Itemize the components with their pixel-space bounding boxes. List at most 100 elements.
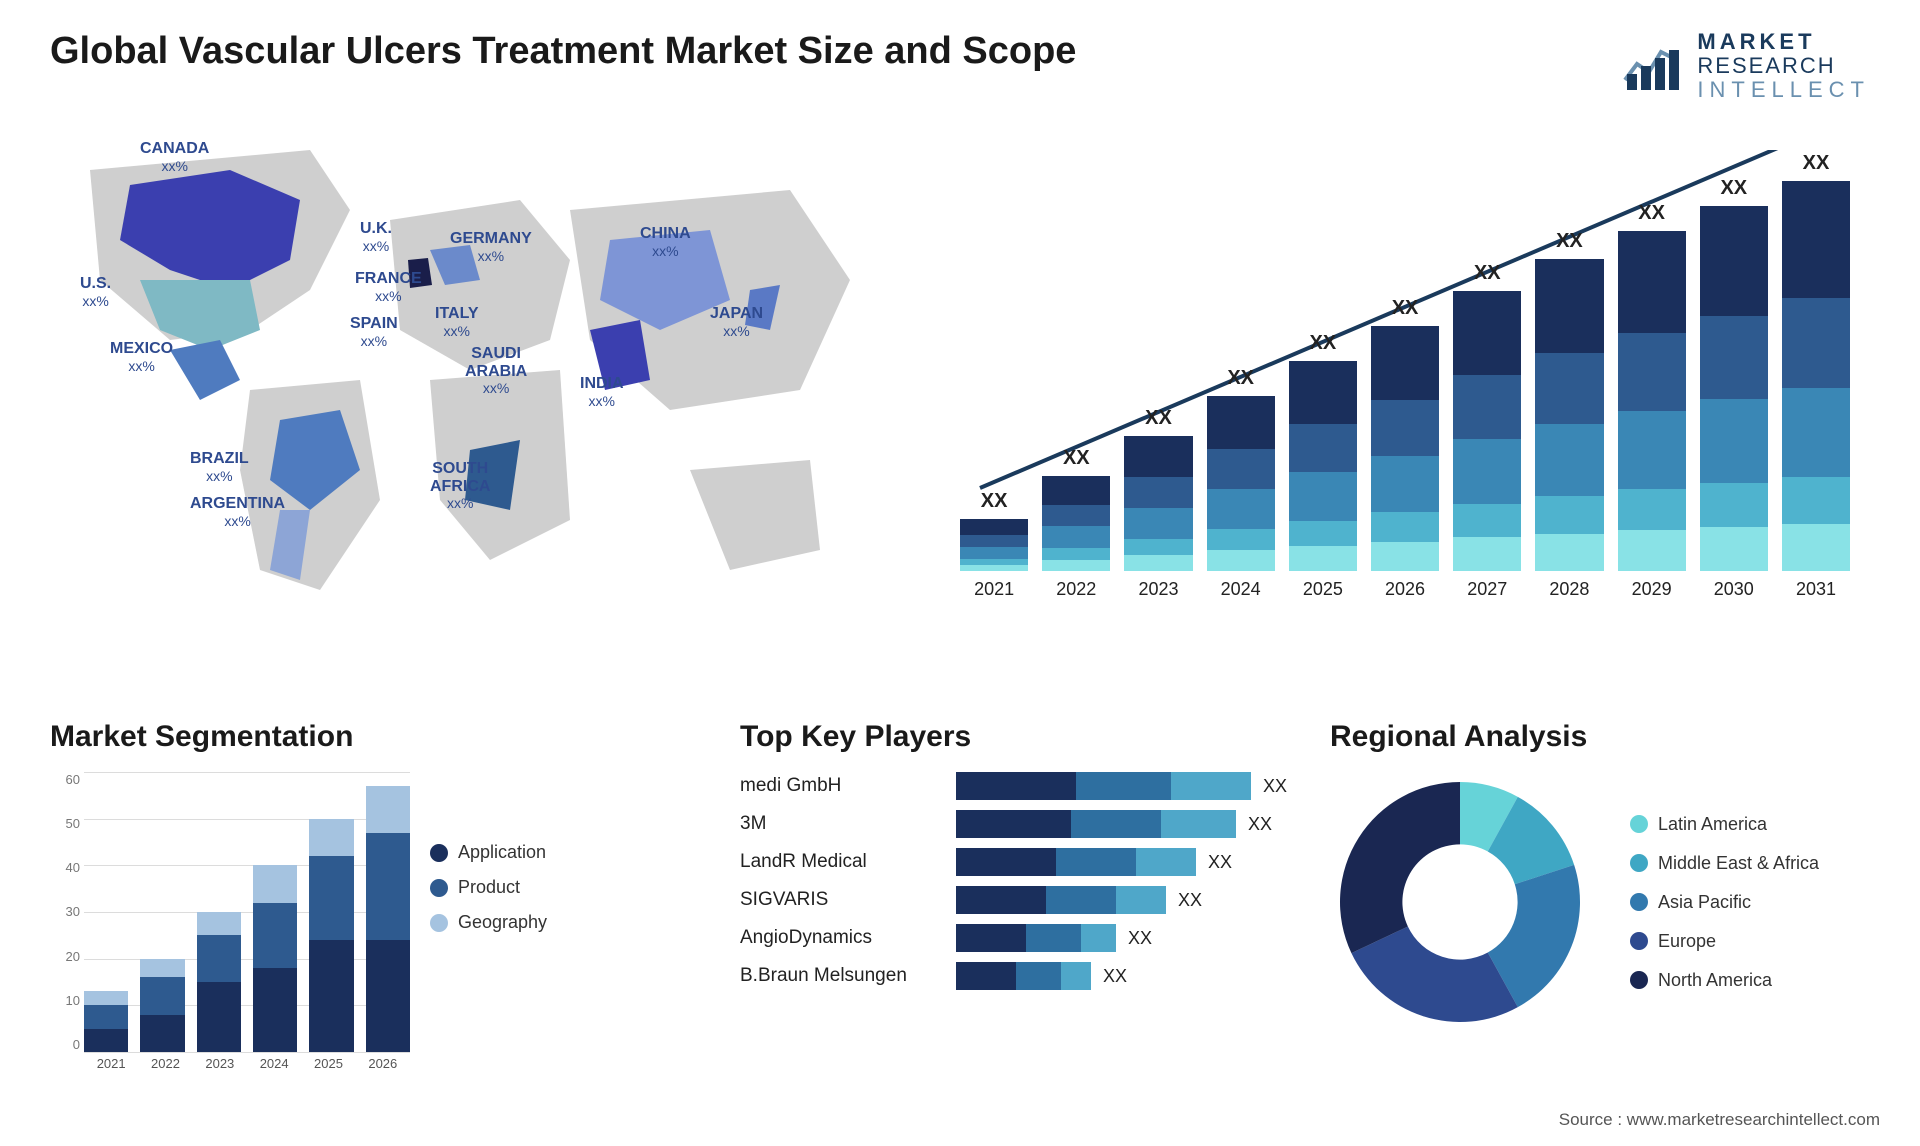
legend-swatch (430, 879, 448, 897)
player-name: AngioDynamics (740, 927, 940, 949)
growth-bar-segment (960, 565, 1028, 571)
legend-label: Product (458, 877, 520, 898)
growth-bar-segment (1124, 539, 1192, 555)
seg-bar-segment (140, 959, 184, 978)
donut-segment (1340, 782, 1460, 953)
seg-bar-segment (309, 819, 353, 856)
growth-bar-year: 2027 (1467, 579, 1507, 600)
growth-bar-segment (1782, 524, 1850, 571)
seg-bar-segment (84, 1029, 128, 1052)
growth-bar-segment (1782, 388, 1850, 478)
seg-bar-segment (253, 903, 297, 968)
growth-bar-segment (1371, 512, 1439, 541)
growth-bar (1782, 181, 1850, 571)
growth-bar-col: XX2029 (1618, 202, 1686, 600)
map-label: U.S.xx% (80, 275, 111, 310)
seg-bar-segment (366, 940, 410, 1052)
segmentation-title: Market Segmentation (50, 720, 570, 754)
seg-x-label: 2023 (193, 1056, 247, 1082)
legend-swatch (430, 914, 448, 932)
seg-y-axis: 6050403020100 (50, 772, 80, 1052)
legend-label: Latin America (1658, 814, 1767, 835)
logo-line3: INTELLECT (1697, 78, 1870, 102)
growth-bar (960, 519, 1028, 571)
map-label: ARGENTINAxx% (190, 495, 285, 530)
growth-bar-segment (1042, 560, 1110, 571)
growth-bar-segment (1042, 548, 1110, 559)
growth-bar-segment (960, 519, 1028, 535)
player-bar-wrap: XX (956, 886, 1300, 914)
legend-swatch (1630, 893, 1648, 911)
growth-bar (1700, 206, 1768, 571)
regional-legend: Latin AmericaMiddle East & AfricaAsia Pa… (1630, 814, 1819, 991)
growth-bar-segment (1618, 489, 1686, 530)
growth-bar-segment (1289, 521, 1357, 546)
legend-label: North America (1658, 970, 1772, 991)
growth-bar-col: XX2030 (1700, 177, 1768, 600)
growth-bar-segment (1453, 375, 1521, 439)
map-label: CHINAxx% (640, 225, 691, 260)
growth-bar (1289, 361, 1357, 571)
player-value: XX (1248, 814, 1272, 835)
legend-label: Geography (458, 912, 547, 933)
segmentation-section: Market Segmentation 6050403020100 202120… (50, 720, 570, 1082)
player-bar-wrap: XX (956, 848, 1300, 876)
seg-bar-segment (309, 940, 353, 1052)
growth-bar-year: 2024 (1221, 579, 1261, 600)
player-value: XX (1208, 852, 1232, 873)
growth-bar-segment (1782, 477, 1850, 524)
legend-swatch (1630, 815, 1648, 833)
growth-bar-year: 2022 (1056, 579, 1096, 600)
map-label: ITALYxx% (435, 305, 479, 340)
legend-label: Europe (1658, 931, 1716, 952)
player-row: medi GmbHXX (740, 772, 1300, 800)
player-bar-segment (1026, 924, 1081, 952)
seg-y-tick: 50 (66, 816, 80, 831)
legend-item: Middle East & Africa (1630, 853, 1819, 874)
player-bar (956, 962, 1091, 990)
seg-bar-segment (84, 991, 128, 1005)
growth-bar-segment (1042, 526, 1110, 548)
map-highlight (170, 340, 240, 400)
growth-bar-segment (1618, 333, 1686, 411)
player-value: XX (1128, 928, 1152, 949)
growth-bar-segment (1700, 483, 1768, 527)
player-bar-segment (956, 848, 1056, 876)
legend-swatch (1630, 971, 1648, 989)
seg-y-tick: 60 (66, 772, 80, 787)
player-value: XX (1178, 890, 1202, 911)
legend-item: Application (430, 842, 547, 863)
growth-bar-segment (1782, 298, 1850, 388)
growth-bar-segment (1207, 529, 1275, 550)
growth-bar (1535, 259, 1603, 571)
growth-bar-segment (1453, 537, 1521, 571)
growth-bar-segment (1042, 476, 1110, 505)
growth-bar-segment (1042, 505, 1110, 527)
growth-bar-col: XX2028 (1535, 230, 1603, 600)
player-name: SIGVARIS (740, 889, 940, 911)
seg-bar (140, 959, 184, 1052)
segmentation-chart: 6050403020100 202120222023202420252026 (50, 772, 410, 1082)
growth-bar-segment (1289, 546, 1357, 571)
legend-item: North America (1630, 970, 1819, 991)
growth-bar-segment (960, 535, 1028, 547)
growth-bar-segment (1124, 508, 1192, 539)
map-label: FRANCExx% (355, 270, 422, 305)
map-label: GERMANYxx% (450, 230, 532, 265)
map-label: SAUDIARABIAxx% (465, 345, 527, 398)
map-label: SPAINxx% (350, 315, 398, 350)
seg-bar-segment (366, 786, 410, 833)
seg-x-label: 2026 (356, 1056, 410, 1082)
logo-line1: MARKET (1697, 30, 1870, 54)
growth-bar-segment (1453, 504, 1521, 538)
growth-bar-segment (1618, 231, 1686, 333)
growth-bar-col: XX2025 (1289, 332, 1357, 600)
growth-bar-col: XX2023 (1124, 407, 1192, 600)
player-bar-segment (1161, 810, 1236, 838)
growth-bar-segment (1700, 206, 1768, 316)
player-bar (956, 810, 1236, 838)
player-name: 3M (740, 813, 940, 835)
growth-bar-label: XX (1803, 152, 1830, 175)
player-bar-wrap: XX (956, 924, 1300, 952)
seg-x-label: 2025 (301, 1056, 355, 1082)
